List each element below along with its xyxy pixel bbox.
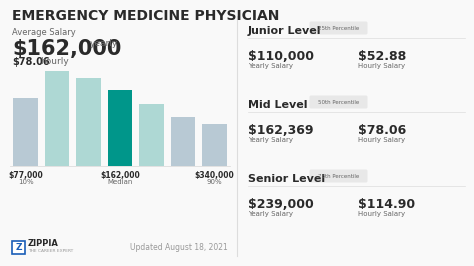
Text: Z: Z — [15, 243, 22, 252]
Text: Hourly Salary: Hourly Salary — [358, 137, 405, 143]
Text: $77,000: $77,000 — [9, 171, 43, 180]
FancyBboxPatch shape — [310, 22, 367, 35]
Text: $110,000: $110,000 — [248, 50, 314, 63]
Bar — [108, 90, 132, 166]
Text: hourly: hourly — [40, 57, 69, 66]
Text: $162,369: $162,369 — [248, 124, 313, 137]
Text: $162,000: $162,000 — [100, 171, 140, 180]
Text: $78.06: $78.06 — [12, 57, 50, 67]
Text: EMERGENCY MEDICINE PHYSICIAN: EMERGENCY MEDICINE PHYSICIAN — [12, 9, 279, 23]
Text: Junior Level: Junior Level — [248, 26, 321, 36]
Text: 50th Percentile: 50th Percentile — [318, 99, 359, 105]
Bar — [202, 124, 227, 166]
Text: Average Salary: Average Salary — [12, 28, 76, 37]
Text: yearly: yearly — [90, 39, 118, 48]
Text: Hourly Salary: Hourly Salary — [358, 211, 405, 217]
Text: $114.90: $114.90 — [358, 198, 415, 211]
FancyBboxPatch shape — [310, 169, 367, 182]
Bar — [45, 71, 69, 166]
Bar — [171, 117, 195, 166]
Bar — [12, 241, 25, 254]
Text: $340,000: $340,000 — [194, 171, 234, 180]
Bar — [13, 98, 38, 166]
Text: Hourly Salary: Hourly Salary — [358, 63, 405, 69]
Text: Yearly Salary: Yearly Salary — [248, 211, 293, 217]
Text: ZIPPIA: ZIPPIA — [28, 239, 59, 248]
Text: Median: Median — [107, 179, 133, 185]
Text: $52.88: $52.88 — [358, 50, 406, 63]
FancyBboxPatch shape — [310, 95, 367, 109]
Text: Yearly Salary: Yearly Salary — [248, 63, 293, 69]
Text: THE CAREER EXPERT: THE CAREER EXPERT — [28, 249, 73, 253]
Text: Senior Level: Senior Level — [248, 174, 325, 184]
Text: 25th Percentile: 25th Percentile — [318, 26, 359, 31]
Bar — [139, 104, 164, 166]
Text: Mid Level: Mid Level — [248, 100, 308, 110]
Text: Yearly Salary: Yearly Salary — [248, 137, 293, 143]
Text: $162,000: $162,000 — [12, 39, 121, 59]
Bar — [76, 78, 101, 166]
Text: 10%: 10% — [18, 179, 34, 185]
Text: Updated August 18, 2021: Updated August 18, 2021 — [130, 243, 228, 252]
Text: 75th Percentile: 75th Percentile — [318, 173, 359, 178]
Text: 90%: 90% — [207, 179, 222, 185]
Text: $239,000: $239,000 — [248, 198, 314, 211]
Text: $78.06: $78.06 — [358, 124, 406, 137]
